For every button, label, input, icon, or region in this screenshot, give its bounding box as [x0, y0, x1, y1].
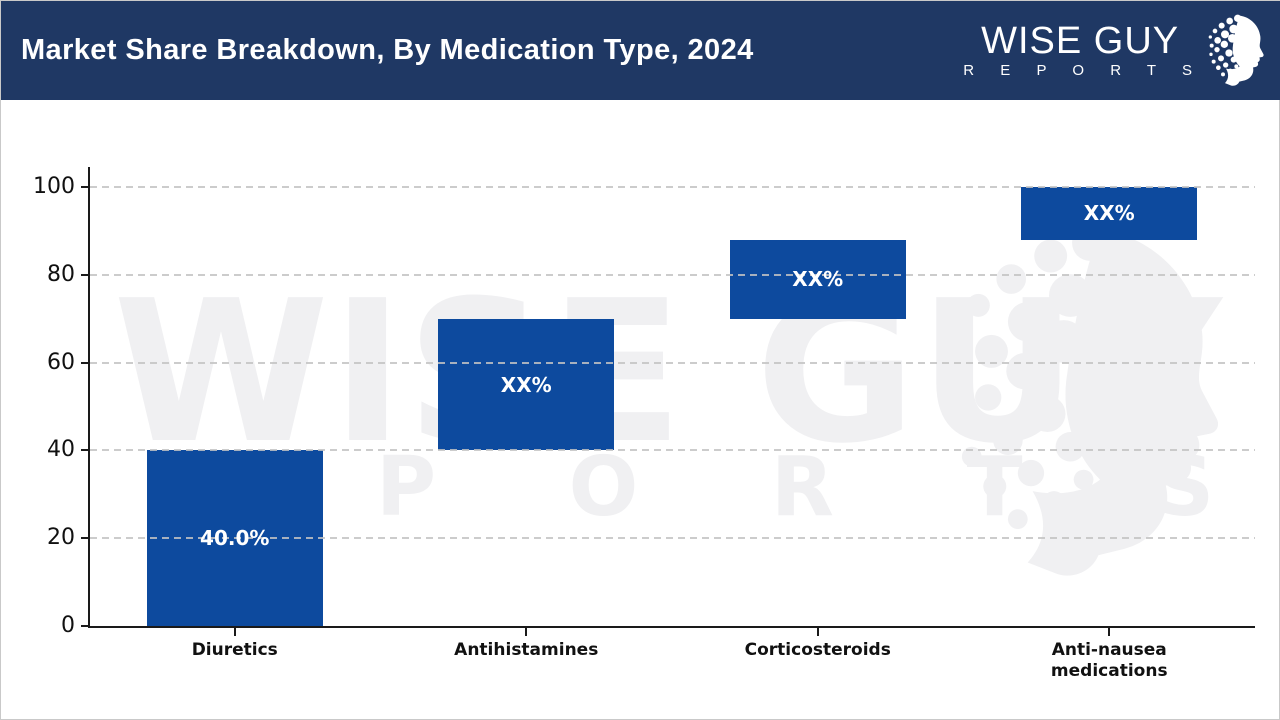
x-axis-line [88, 626, 1255, 628]
y-tick-20 [81, 537, 88, 540]
bar-value-label: XX% [792, 267, 844, 292]
y-tick-80 [81, 273, 88, 276]
gridline-100 [90, 186, 1255, 188]
bar-value-label: XX% [1083, 201, 1135, 226]
category-label: Antihistamines [454, 640, 599, 660]
x-tick-3 [1108, 628, 1111, 636]
bar-value-label: 40.0% [200, 526, 270, 551]
wiseguy-head-icon [1205, 11, 1265, 91]
y-tick-0 [81, 625, 88, 627]
logo-text: WISE GUY R E P O R T S [957, 21, 1203, 80]
bar-value-label: XX% [500, 372, 552, 397]
y-tick-40 [81, 449, 88, 452]
logo-wordmark: WISE GUY [981, 20, 1180, 62]
y-tick-100 [81, 186, 88, 188]
wiseguy-logo: WISE GUY R E P O R T S [957, 11, 1265, 91]
bar-antihistamines [438, 318, 615, 451]
category-label: Corticosteroids [744, 640, 891, 660]
x-tick-2 [816, 628, 819, 636]
watermark-head-icon [929, 223, 1225, 585]
header-bar: Market Share Breakdown, By Medication Ty… [1, 1, 1280, 100]
category-label: Diuretics [191, 640, 278, 660]
gridline-80 [90, 273, 1255, 276]
gridline-20 [90, 537, 1255, 540]
x-tick-1 [525, 628, 528, 636]
x-tick-0 [233, 628, 236, 636]
logo-reports-label: R E P O R T S [963, 62, 1203, 79]
y-tick-label-80: 80 [47, 261, 75, 287]
gridline-60 [90, 361, 1255, 364]
y-tick-label-40: 40 [47, 437, 75, 463]
chart-title: Market Share Breakdown, By Medication Ty… [21, 34, 754, 66]
y-tick-label-100: 100 [33, 174, 75, 199]
y-tick-label-0: 0 [61, 613, 75, 638]
bar-anti-nausea-medications [1021, 187, 1198, 240]
y-axis-line [88, 167, 90, 628]
category-label: Anti-nausea medications [1050, 640, 1168, 681]
y-tick-label-60: 60 [47, 349, 75, 375]
gridline-40 [90, 449, 1255, 452]
bar-corticosteroids [729, 239, 906, 319]
y-tick-label-20: 20 [47, 525, 75, 551]
y-tick-60 [81, 361, 88, 364]
